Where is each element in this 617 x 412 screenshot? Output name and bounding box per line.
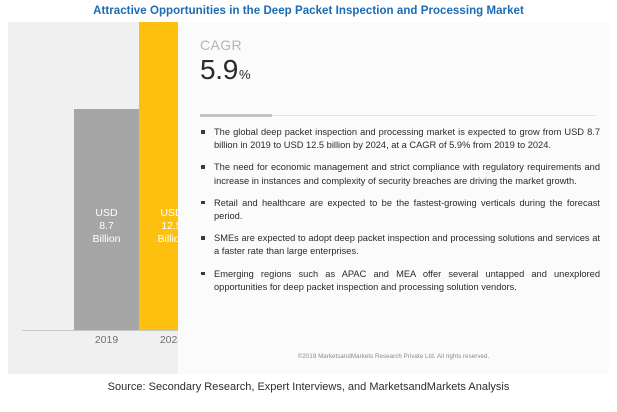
list-item-text: The need for economic management and str… xyxy=(214,162,600,186)
list-item-text: Emerging regions such as APAC and MEA of… xyxy=(214,268,600,292)
bar-chart: USD 8.7 Billion USD 12.5 Billion 2019 20… xyxy=(8,22,204,374)
main-panel: USD 8.7 Billion USD 12.5 Billion 2019 20… xyxy=(8,22,609,374)
list-item: The global deep packet inspection and pr… xyxy=(200,126,600,152)
list-item-text: The global deep packet inspection and pr… xyxy=(214,127,600,151)
section-divider xyxy=(200,114,596,117)
page-title: Attractive Opportunities in the Deep Pac… xyxy=(93,5,524,17)
list-item-text: SMEs are expected to adopt deep packet i… xyxy=(214,233,600,257)
bullet-square-icon xyxy=(201,200,205,205)
bar-2019-magnitude: Billion xyxy=(92,233,121,245)
bullet-square-icon xyxy=(201,271,205,276)
content-card: CAGR 5.9 % The global deep packet inspec… xyxy=(178,22,609,374)
cagr-label: CAGR xyxy=(200,37,243,53)
x-axis-ticks: 2019 2024 xyxy=(22,334,183,354)
copyright-notice: ©2019 MarketsandMarkets Research Private… xyxy=(297,353,490,360)
divider-line-accent xyxy=(200,114,272,117)
list-item-text: Retail and healthcare are expected to be… xyxy=(214,197,600,222)
bullet-square-icon xyxy=(201,130,205,134)
cagr-value: 5.9 xyxy=(200,54,239,85)
title-bar: Attractive Opportunities in the Deep Pac… xyxy=(0,0,617,22)
divider-line-light xyxy=(200,115,596,116)
source-note: Source: Secondary Research, Expert Inter… xyxy=(107,381,510,393)
cagr-block: CAGR 5.9 % xyxy=(200,36,251,85)
x-tick-2024: 2024 xyxy=(159,334,184,346)
bullet-square-icon xyxy=(201,236,205,240)
highlights-list: The global deep packet inspection and pr… xyxy=(200,126,600,294)
bar-2024-currency: USD xyxy=(160,207,183,219)
list-item: Retail and healthcare are expected to be… xyxy=(200,197,600,223)
list-item: The need for economic management and str… xyxy=(200,161,600,187)
bar-2019-value: 8.7 xyxy=(99,220,114,232)
bar-2019[interactable]: USD 8.7 Billion xyxy=(74,109,139,330)
bullet-square-icon xyxy=(201,165,205,169)
list-item: SMEs are expected to adopt deep packet i… xyxy=(200,232,600,258)
bar-2019-currency: USD xyxy=(95,207,118,219)
cagr-value-row: 5.9 % xyxy=(200,55,251,85)
x-axis-line xyxy=(22,330,178,331)
list-item: Emerging regions such as APAC and MEA of… xyxy=(200,268,600,294)
x-tick-2019: 2019 xyxy=(94,334,119,346)
bar-2024-value: 12.5 xyxy=(161,220,182,232)
bar-group: USD 8.7 Billion USD 12.5 Billion xyxy=(22,22,204,330)
cagr-percent-symbol: % xyxy=(239,67,251,82)
